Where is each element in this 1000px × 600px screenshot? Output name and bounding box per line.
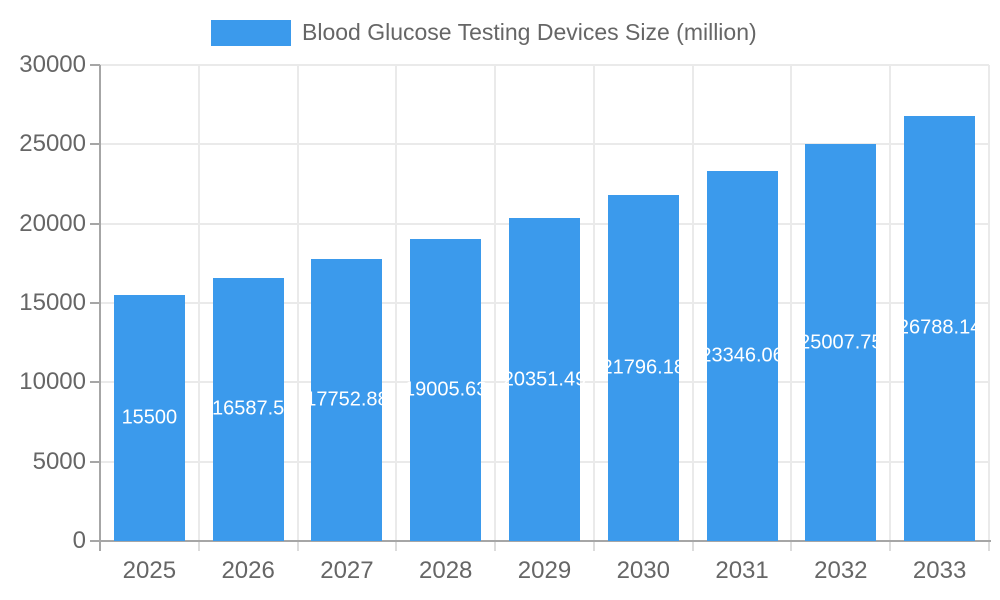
bar-2026[interactable] bbox=[212, 277, 284, 541]
x-axis-label: 2031 bbox=[715, 557, 769, 584]
y-gridline bbox=[100, 143, 989, 146]
y-axis-tick bbox=[90, 540, 100, 542]
x-axis-tick bbox=[395, 541, 398, 551]
x-gridline bbox=[988, 65, 990, 541]
bar-2030[interactable] bbox=[607, 195, 679, 541]
x-gridline bbox=[889, 65, 892, 541]
x-axis-label: 2033 bbox=[912, 557, 967, 584]
x-axis-label: 2029 bbox=[517, 557, 572, 584]
x-axis-tick bbox=[494, 541, 497, 551]
y-axis-tick bbox=[90, 460, 100, 463]
y-axis-label: 25000 bbox=[19, 130, 86, 158]
y-axis-label: 15000 bbox=[19, 289, 86, 316]
bar-value-label: 21796.18 bbox=[601, 356, 685, 379]
y-axis-label: 5000 bbox=[32, 447, 86, 475]
y-axis-tick bbox=[90, 64, 100, 66]
x-axis-tick bbox=[790, 541, 793, 551]
bar-value-label: 23346.06 bbox=[700, 344, 784, 367]
bar-value-label: 19005.63 bbox=[404, 378, 488, 401]
y-axis-label: 10000 bbox=[19, 368, 86, 396]
bar-2029[interactable] bbox=[509, 218, 580, 541]
x-axis-label: 2025 bbox=[122, 557, 177, 584]
y-axis-tick bbox=[90, 302, 100, 304]
x-gridline bbox=[691, 65, 694, 541]
x-axis-tick bbox=[592, 541, 595, 551]
x-axis-tick bbox=[99, 541, 101, 551]
x-axis-tick bbox=[988, 541, 990, 551]
bar-value-label: 16587.5 bbox=[212, 397, 285, 420]
legend-swatch-icon bbox=[211, 19, 291, 46]
x-gridline bbox=[395, 65, 398, 541]
bar-2027[interactable] bbox=[311, 259, 383, 541]
x-axis-label: 2027 bbox=[320, 557, 374, 584]
bar-2032[interactable] bbox=[805, 144, 877, 541]
bar-2028[interactable] bbox=[410, 239, 482, 541]
y-axis-label: 30000 bbox=[19, 51, 86, 78]
x-axis-tick bbox=[197, 541, 200, 551]
bar-value-label: 20351.49 bbox=[502, 368, 587, 391]
legend-label: Blood Glucose Testing Devices Size (mill… bbox=[302, 19, 757, 45]
y-axis-label: 20000 bbox=[19, 209, 86, 237]
x-axis-tick bbox=[691, 541, 694, 551]
y-axis-label: 0 bbox=[72, 527, 86, 554]
y-axis-tick bbox=[90, 143, 100, 146]
bar-2033[interactable] bbox=[904, 115, 976, 541]
bar-value-label: 26788.14 bbox=[897, 316, 982, 339]
x-gridline bbox=[494, 65, 497, 541]
bar-2031[interactable] bbox=[706, 170, 778, 541]
x-gridline bbox=[592, 65, 595, 541]
y-axis-tick bbox=[90, 222, 100, 225]
bar-value-label: 15500 bbox=[121, 406, 178, 429]
legend-item[interactable]: Blood Glucose Testing Devices Size (mill… bbox=[211, 19, 757, 46]
x-gridline bbox=[197, 65, 200, 541]
y-gridline bbox=[100, 64, 989, 66]
x-axis-label: 2030 bbox=[616, 557, 670, 584]
bar-value-label: 25007.75 bbox=[799, 331, 883, 354]
x-axis-tick bbox=[889, 541, 892, 551]
x-axis-label: 2032 bbox=[814, 557, 868, 584]
y-axis-tick bbox=[90, 381, 100, 384]
x-axis-tick bbox=[296, 541, 299, 551]
x-axis-label: 2026 bbox=[221, 557, 275, 584]
x-axis-label: 2028 bbox=[419, 557, 473, 584]
x-gridline bbox=[296, 65, 299, 541]
x-axis-line bbox=[98, 540, 991, 542]
bar-2025[interactable] bbox=[113, 295, 185, 541]
x-gridline bbox=[790, 65, 793, 541]
y-axis-line bbox=[99, 65, 101, 541]
bar-value-label: 17752.88 bbox=[305, 388, 389, 411]
